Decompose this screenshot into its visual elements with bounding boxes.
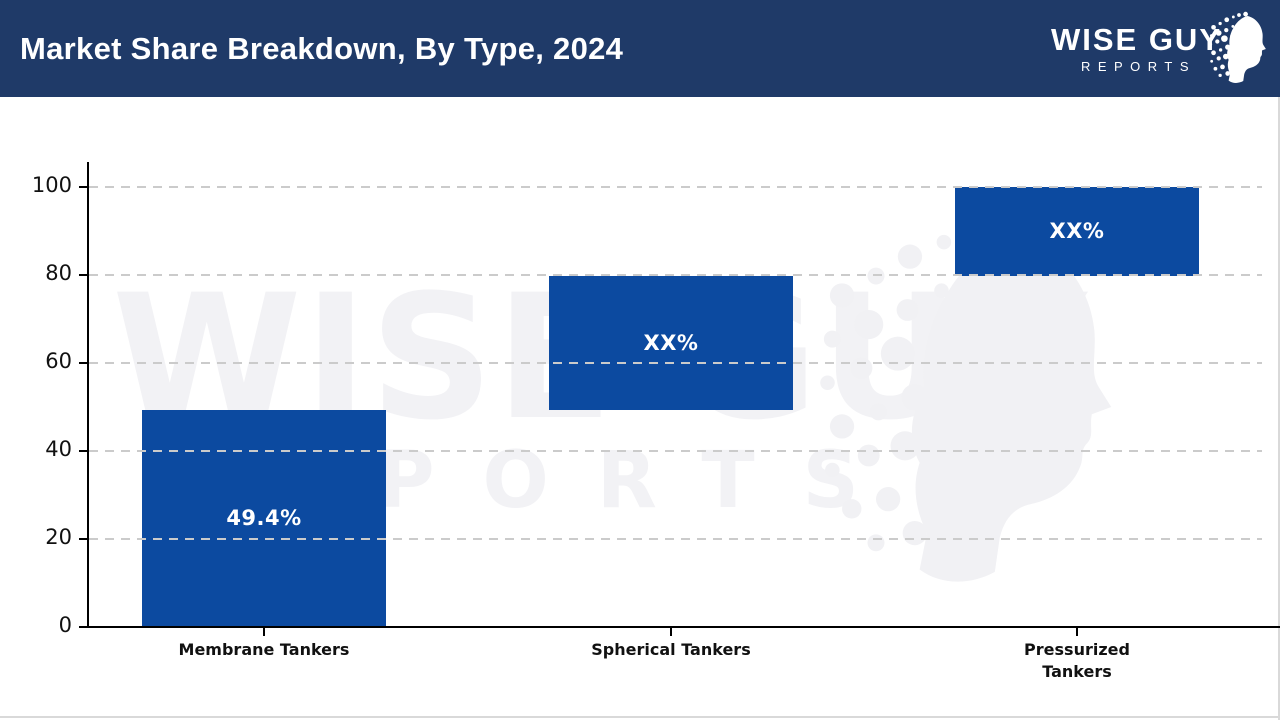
x-axis-line — [87, 626, 1280, 628]
grid-line-60 — [89, 362, 1262, 364]
x-tick-0 — [263, 628, 265, 636]
y-tick-label: 60 — [45, 349, 72, 373]
y-tick-label: 100 — [31, 173, 72, 197]
y-tick-label: 40 — [45, 437, 72, 461]
x-tick-2 — [1076, 628, 1078, 636]
y-tick-label: 0 — [58, 613, 72, 637]
logo-subtext: REPORTS — [1080, 59, 1197, 75]
x-category-label: Membrane Tankers — [178, 640, 350, 659]
grid-line-100 — [89, 186, 1262, 188]
y-tick-100 — [79, 186, 88, 188]
header-bar: Market Share Breakdown, By Type, 2024 WI… — [0, 0, 1280, 97]
grid-line-40 — [89, 450, 1262, 452]
bar-pressurized-tankers: XX% — [955, 186, 1199, 276]
wiseguy-logo: WISE GUY REPORTS — [1051, 3, 1272, 95]
y-axis-line — [87, 162, 89, 628]
chart-title: Market Share Breakdown, By Type, 2024 — [20, 30, 624, 66]
grid-line-80 — [89, 274, 1262, 276]
right-border — [1278, 0, 1280, 720]
y-tick-60 — [79, 362, 88, 364]
y-tick-label: 80 — [45, 261, 72, 285]
grid-line-20 — [89, 538, 1262, 540]
bar-value-label: XX% — [643, 330, 699, 355]
x-tick-1 — [670, 628, 672, 636]
y-tick-0 — [79, 626, 88, 628]
bottom-border — [0, 716, 1280, 718]
x-category-label: Pressurized Tankers — [1024, 640, 1130, 681]
bar-membrane-tankers: 49.4% — [142, 409, 386, 627]
y-tick-label: 20 — [45, 525, 72, 549]
wiseguy-face-icon — [1209, 11, 1266, 83]
y-tick-80 — [79, 274, 88, 276]
y-tick-40 — [79, 450, 88, 452]
logo-wordmark: WISE GUY — [1050, 21, 1222, 57]
x-category-label: Spherical Tankers — [591, 640, 751, 659]
logo-text: WISE GUY REPORTS — [1050, 21, 1222, 75]
bar-value-label: 49.4% — [226, 506, 302, 531]
bar-spherical-tankers: XX% — [549, 275, 793, 410]
bar-value-label: XX% — [1049, 219, 1105, 244]
y-tick-20 — [79, 538, 88, 540]
